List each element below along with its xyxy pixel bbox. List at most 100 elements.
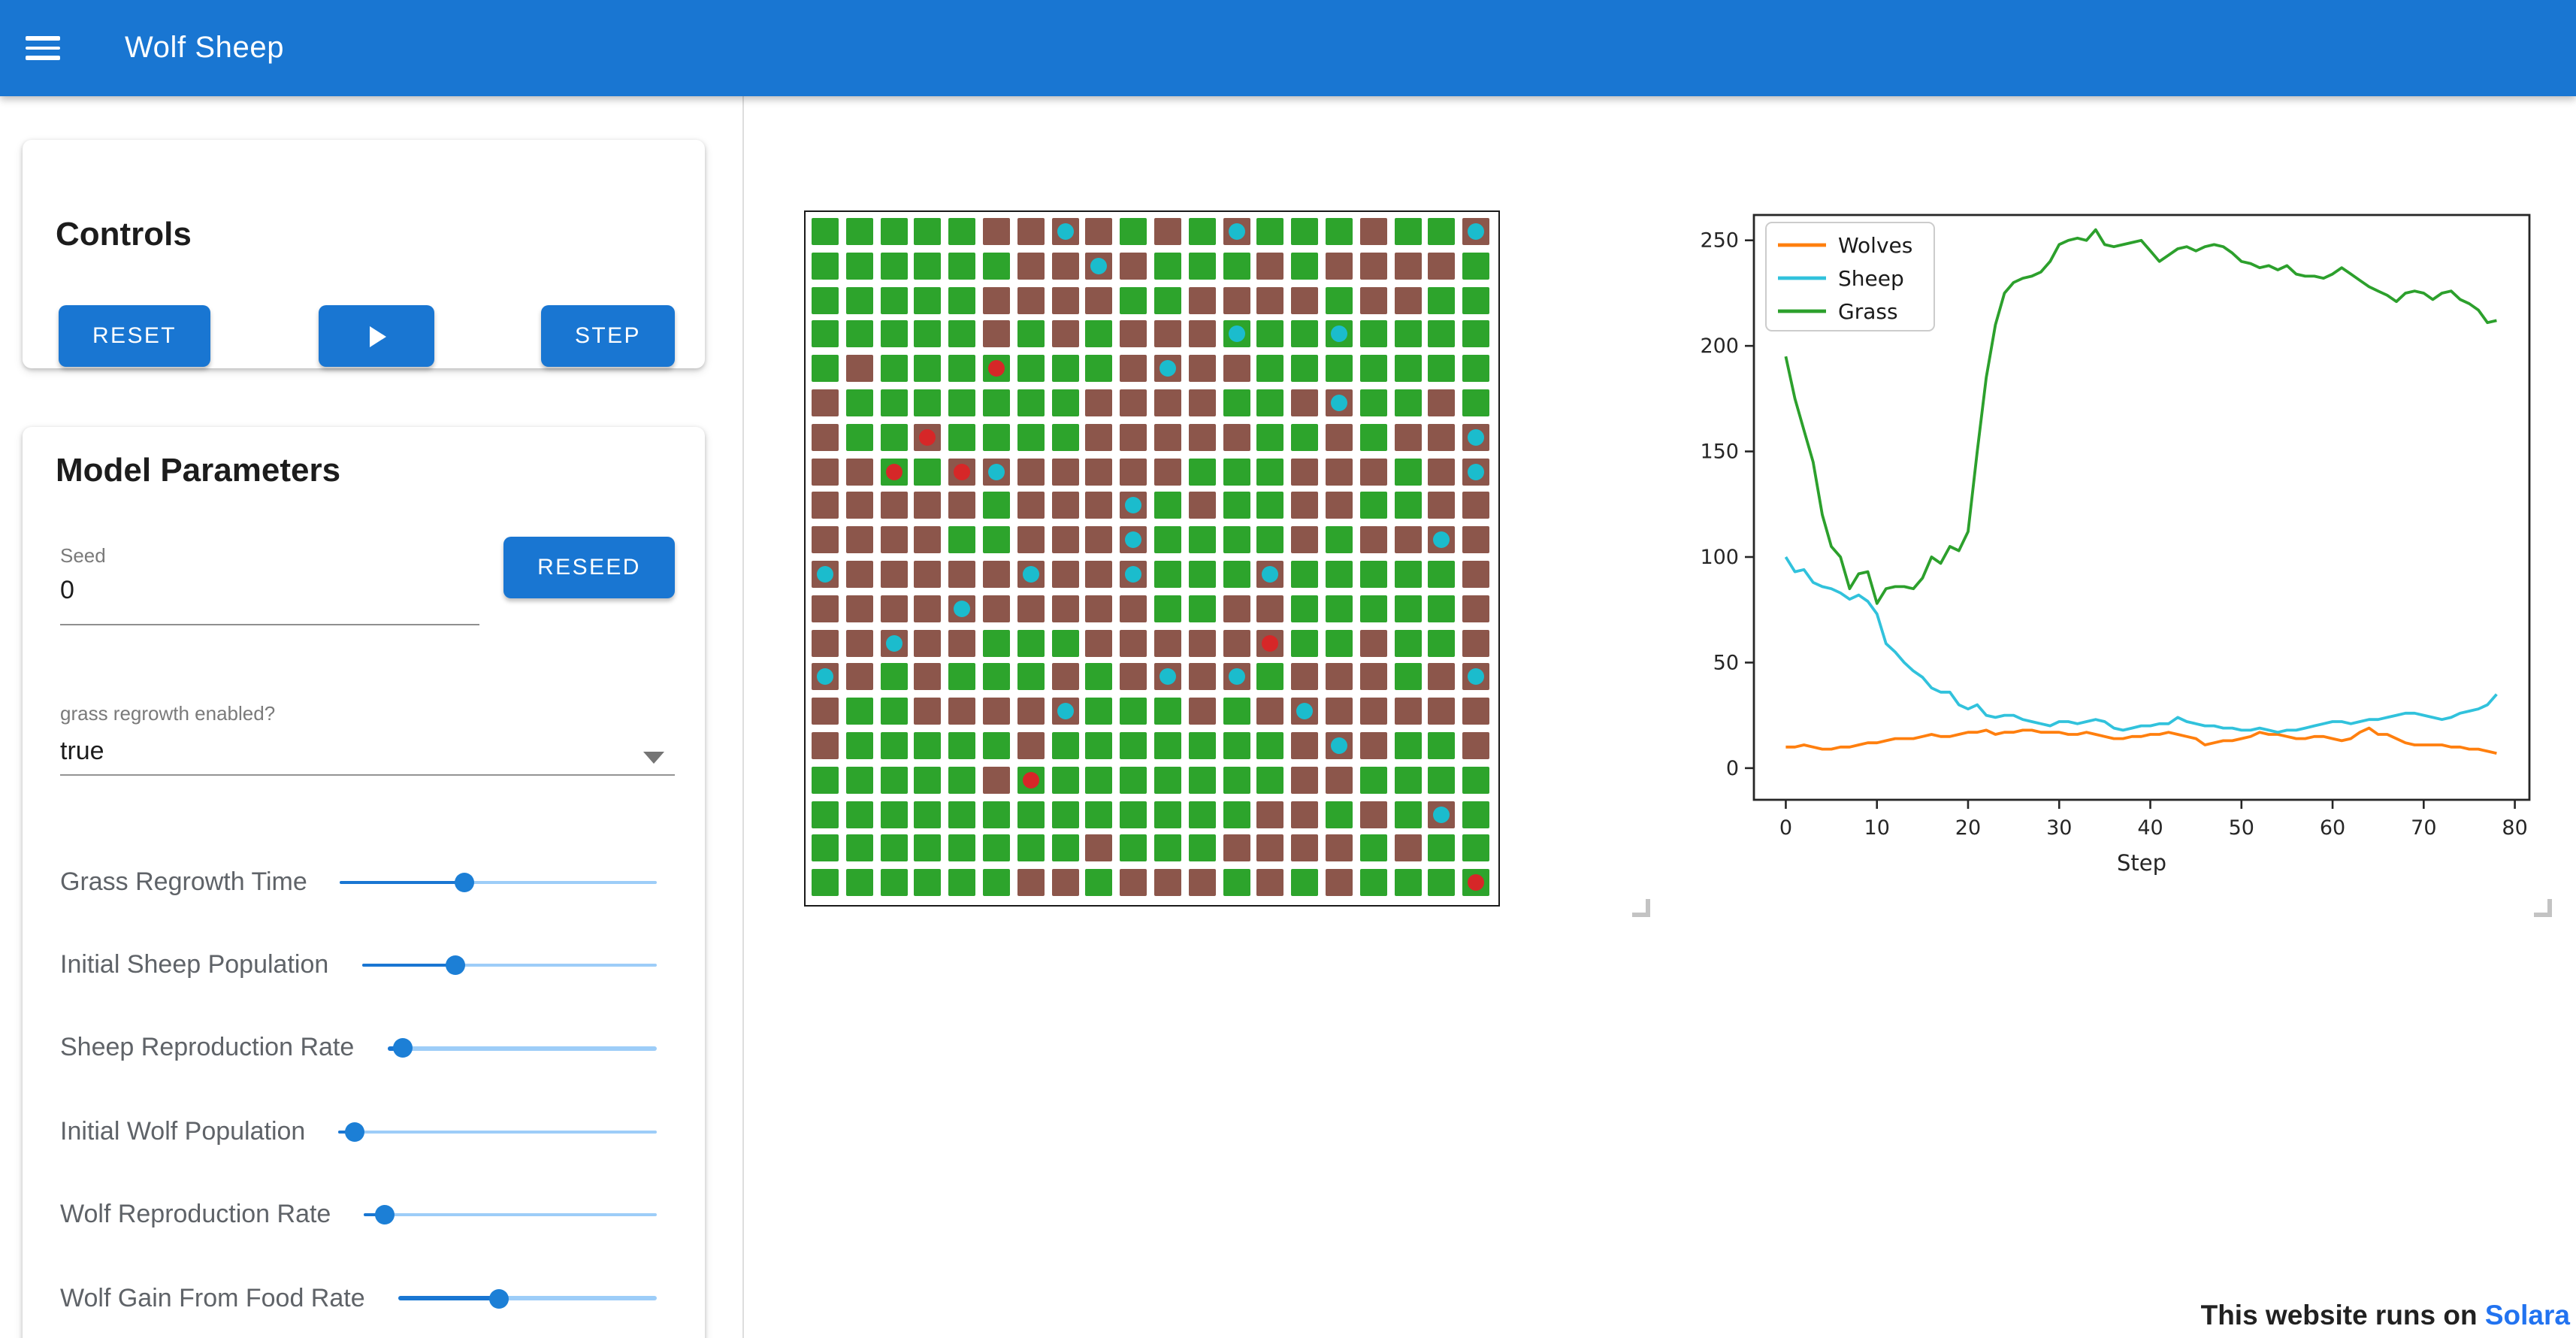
slider-track[interactable] <box>364 1205 657 1225</box>
soil-patch <box>1462 526 1490 554</box>
grass-patch <box>914 286 942 314</box>
soil-patch <box>1153 458 1181 486</box>
grass-patch <box>982 492 1010 519</box>
soil-patch <box>914 629 942 657</box>
reseed-button[interactable]: RESEED <box>503 537 675 598</box>
grass-patch <box>1291 560 1319 588</box>
grass-patch <box>812 320 839 348</box>
soil-patch <box>1153 320 1181 348</box>
menu-icon[interactable] <box>26 36 60 60</box>
soil-patch <box>982 595 1010 622</box>
soil-patch <box>914 663 942 691</box>
soil-patch <box>982 320 1010 348</box>
soil-patch <box>1223 355 1250 383</box>
slider-row: Grass Regrowth Time <box>23 840 705 924</box>
soil-patch <box>812 595 839 622</box>
y-tick-label: 0 <box>1726 757 1739 780</box>
sheep-agent <box>1262 565 1279 583</box>
play-button[interactable] <box>318 305 434 367</box>
slider-thumb[interactable] <box>374 1205 395 1225</box>
soil-patch <box>1188 423 1216 451</box>
grass-patch <box>1051 629 1079 657</box>
soil-patch <box>1153 663 1181 691</box>
soil-patch <box>1223 629 1250 657</box>
soil-patch <box>812 560 839 588</box>
slider-thumb[interactable] <box>393 1038 413 1058</box>
grass-patch <box>1153 560 1181 588</box>
sheep-agent <box>1468 428 1485 446</box>
grass-patch <box>1462 834 1490 862</box>
slider-track[interactable] <box>387 1038 657 1058</box>
seed-input[interactable]: 0 <box>60 576 74 604</box>
slider-thumb[interactable] <box>446 955 466 976</box>
legend-label: Grass <box>1838 299 1898 324</box>
soil-patch <box>1017 869 1045 897</box>
soil-patch <box>1223 595 1250 622</box>
reset-button[interactable]: RESET <box>59 305 210 367</box>
y-tick-label: 150 <box>1700 440 1739 464</box>
grass-patch <box>1017 766 1045 794</box>
grass-regrowth-enabled-label: grass regrowth enabled? <box>60 702 276 725</box>
grass-patch <box>982 731 1010 759</box>
grass-patch <box>1394 663 1422 691</box>
grass-patch <box>1394 766 1422 794</box>
soil-patch <box>914 560 942 588</box>
figure-resize-handle[interactable] <box>2534 899 2552 917</box>
soil-patch <box>1120 869 1147 897</box>
soil-patch <box>1120 252 1147 280</box>
grass-patch <box>1188 731 1216 759</box>
grass-patch <box>1017 389 1045 416</box>
soil-patch <box>1291 286 1319 314</box>
slider-track[interactable] <box>361 955 657 976</box>
solara-link[interactable]: Solara <box>2484 1299 2570 1330</box>
slider-fill <box>398 1296 499 1300</box>
grass-patch <box>1085 801 1113 828</box>
population-chart: 0 10 20 30 40 50 60 70 80 0 50 100 150 200 250 Step Wolv… <box>1700 213 2531 876</box>
soil-patch <box>812 492 839 519</box>
grass-patch <box>1394 869 1422 897</box>
grass-patch <box>1153 252 1181 280</box>
sheep-agent <box>1125 565 1142 583</box>
grass-patch <box>812 869 839 897</box>
soil-patch <box>1256 801 1284 828</box>
soil-patch <box>1188 663 1216 691</box>
soil-patch <box>982 766 1010 794</box>
grass-patch <box>1359 560 1387 588</box>
grass-patch <box>1085 869 1113 897</box>
slider-thumb[interactable] <box>488 1288 509 1309</box>
soil-patch <box>812 629 839 657</box>
step-button[interactable]: STEP <box>541 305 675 367</box>
soil-patch <box>1359 526 1387 554</box>
grass-patch <box>1394 389 1422 416</box>
slider-track[interactable] <box>338 1122 657 1142</box>
grass-patch <box>845 252 873 280</box>
figure-resize-handle[interactable] <box>1632 899 1650 917</box>
slider-track[interactable] <box>398 1288 657 1309</box>
grass-patch <box>880 389 908 416</box>
slider-thumb[interactable] <box>454 872 474 892</box>
soil-patch <box>1188 629 1216 657</box>
grass-regrowth-enabled-select[interactable]: true <box>60 737 104 765</box>
soil-patch <box>1462 731 1490 759</box>
grass-patch <box>948 423 976 451</box>
soil-patch <box>1256 698 1284 725</box>
soil-patch <box>1325 663 1353 691</box>
soil-patch <box>1120 320 1147 348</box>
soil-patch <box>1462 218 1490 245</box>
seed-input-underline <box>60 624 479 625</box>
grass-patch <box>914 731 942 759</box>
grass-patch <box>1325 355 1353 383</box>
grass-patch <box>1325 526 1353 554</box>
soil-patch <box>1394 834 1422 862</box>
slider-track[interactable] <box>340 872 657 892</box>
grass-patch <box>1256 492 1284 519</box>
soil-patch <box>948 560 976 588</box>
grass-patch <box>948 663 976 691</box>
chevron-down-icon[interactable] <box>643 752 664 764</box>
slider-label: Initial Sheep Population <box>60 950 329 979</box>
soil-patch <box>1462 492 1490 519</box>
slider-thumb[interactable] <box>344 1122 364 1142</box>
soil-patch <box>1051 320 1079 348</box>
grass-patch <box>845 766 873 794</box>
grass-patch <box>1325 801 1353 828</box>
